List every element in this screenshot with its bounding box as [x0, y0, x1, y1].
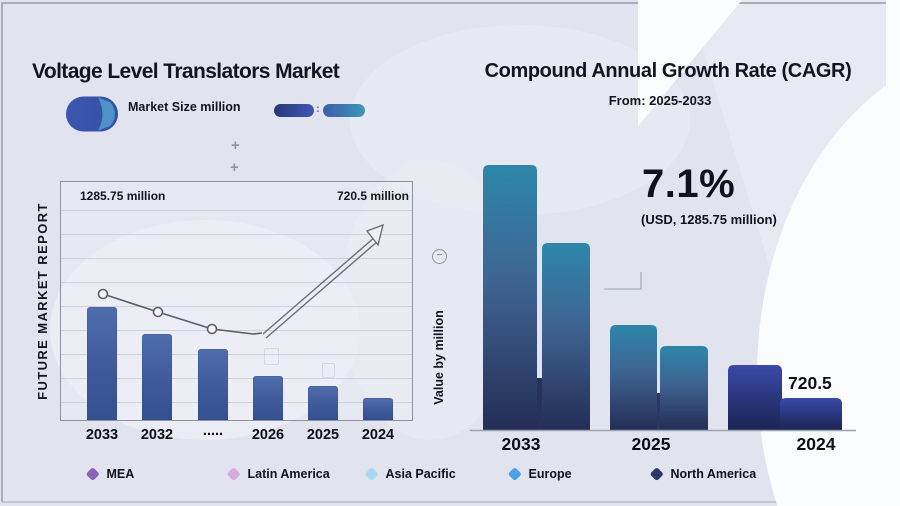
x-label-2032: 2032 [140, 427, 174, 443]
legend-label: Latin America [247, 467, 330, 481]
document-ghost-icon [264, 348, 279, 365]
bar-value-720-5: 720.5 [788, 373, 832, 393]
x-label-right-2025: 2025 [631, 434, 671, 454]
diamond-icon [650, 467, 664, 481]
x-label-right-2033: 2033 [501, 434, 541, 454]
bar-2033 [87, 307, 117, 420]
legend-label: Asia Pacific [385, 467, 456, 481]
cagr-value: 7.1% [642, 162, 736, 206]
minus-circle-icon: − [432, 249, 447, 264]
cagr-title: Compound Annual Growth Rate (CAGR) [484, 60, 852, 82]
cagr-subtitle: From: 2025-2033 [608, 93, 712, 108]
plus-icon: + [230, 159, 239, 176]
max-value-label: 1285.75 million [80, 189, 166, 203]
market-size-chart: 1285.75 million 720.5 million [60, 181, 413, 421]
legend-label: North America [670, 467, 757, 481]
bar-2026 [253, 376, 283, 420]
ratio-separator: : [316, 103, 320, 115]
cylinder-icon [66, 96, 118, 132]
bar-ellipsis [198, 349, 228, 420]
cagr-note: (USD, 1285.75 million) [641, 212, 777, 227]
x-label-2024: 2024 [361, 427, 395, 443]
bar-2032 [142, 334, 172, 420]
legend-item-latin-america: Latin America [227, 466, 330, 482]
legend-item-europe: Europe [508, 466, 572, 482]
ratio-pill-dark [274, 104, 314, 117]
bar-2024 [363, 398, 393, 420]
x-label-right-2024: 2024 [796, 434, 836, 454]
plus-icon: + [231, 137, 240, 154]
legend-item-asia-pacific: Asia Pacific [365, 466, 456, 482]
x-label-2026: 2026 [251, 427, 285, 443]
x-label-2025: 2025 [306, 427, 340, 443]
end-value-label: 720.5 million [336, 189, 409, 203]
diamond-icon [86, 467, 100, 481]
diamond-icon [508, 467, 522, 481]
ratio-pill-teal [323, 104, 365, 117]
watermark-future-market-report: FUTURE MARKET REPORT [35, 202, 50, 400]
diamond-icon [227, 467, 241, 481]
page-title: Voltage Level Translators Market [32, 60, 340, 83]
legend-label: MEA [106, 467, 135, 481]
x-label-ellipsis: ..... [202, 423, 224, 439]
bar-2025 [308, 386, 338, 420]
legend-item-north-america: North America [650, 466, 757, 482]
legend-label: Europe [528, 467, 572, 481]
series-legend-label: Market Size million [128, 100, 241, 114]
diamond-icon [365, 467, 379, 481]
legend-item-mea: MEA [86, 466, 135, 482]
document-ghost-icon [322, 363, 335, 378]
x-label-2033: 2033 [85, 427, 119, 443]
value-axis-label: Value by million [432, 310, 446, 405]
